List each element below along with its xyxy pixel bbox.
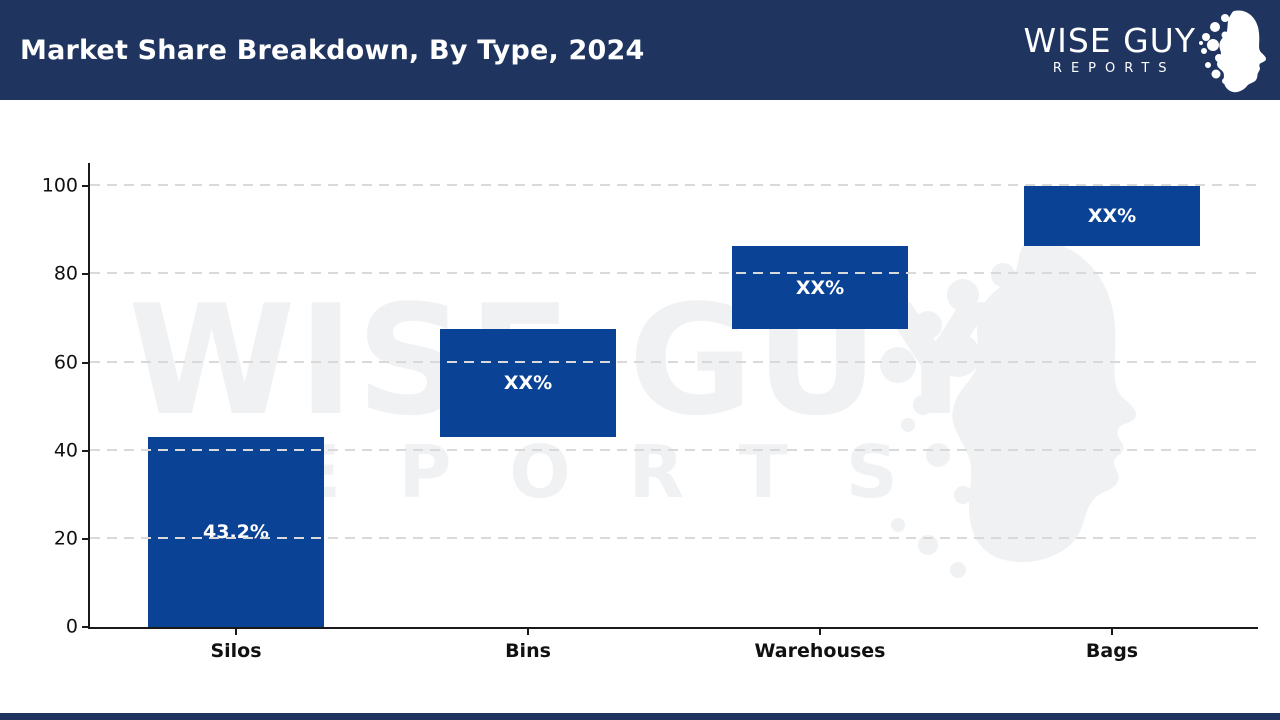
logo-wordmark: WISE GUY (1023, 21, 1196, 60)
bar-silos: 43.2% (147, 436, 325, 627)
x-tick-silos (235, 629, 237, 635)
x-tick-warehouses (819, 629, 821, 635)
gridline-20 (90, 536, 1258, 539)
wise-guy-logo: WISE GUY REPORTS (1023, 6, 1270, 94)
y-tick-label-40: 40 (53, 439, 78, 462)
header-bar: Market Share Breakdown, By Type, 2024 WI… (0, 0, 1280, 100)
footer-bar (0, 713, 1280, 720)
x-tick-label-bins: Bins (505, 640, 551, 662)
y-tick-100 (82, 185, 88, 188)
y-tick-label-60: 60 (53, 351, 78, 374)
x-tick-bags (1111, 629, 1113, 635)
y-tick-20 (82, 537, 88, 540)
x-tick-label-bags: Bags (1085, 640, 1139, 662)
bar-value-label-warehouses: XX% (795, 276, 845, 299)
x-tick-label-warehouses: Warehouses (754, 640, 886, 662)
gridline-40 (90, 448, 1258, 451)
y-tick-80 (82, 273, 88, 276)
watermark-head-icon (880, 241, 1137, 578)
y-tick-label-100: 100 (41, 174, 78, 197)
gridline-100 (90, 184, 1258, 187)
logo-text: WISE GUY REPORTS (1023, 24, 1196, 76)
chart-area: WISE GUY REPORTS 02040608010043.2%SilosX… (0, 100, 1280, 713)
logo-subtitle: REPORTS (1052, 61, 1176, 76)
bar-value-label-silos: 43.2% (203, 520, 269, 543)
y-tick-label-20: 20 (53, 527, 78, 550)
x-tick-bins (527, 629, 529, 635)
bar-value-label-bags: XX% (1087, 205, 1137, 228)
bar-bags: XX% (1023, 186, 1201, 247)
gridline-80 (90, 272, 1258, 275)
gridline-60 (90, 360, 1258, 363)
page-title: Market Share Breakdown, By Type, 2024 (20, 34, 645, 66)
y-tick-0 (82, 626, 88, 628)
bar-bins: XX% (439, 329, 617, 437)
logo-head-icon (1199, 10, 1266, 93)
bar-value-label-bins: XX% (503, 371, 553, 394)
y-tick-label-80: 80 (53, 262, 78, 285)
y-tick-60 (82, 361, 88, 364)
y-tick-40 (82, 449, 88, 452)
bar-warehouses: XX% (731, 246, 909, 330)
plot-area: 0 20 40 60 80 100 43.2% Silos XX% Bins XX% Warehous… (42, 163, 1258, 662)
x-tick-label-silos: Silos (210, 640, 262, 662)
y-tick-label-0: 0 (65, 615, 78, 638)
